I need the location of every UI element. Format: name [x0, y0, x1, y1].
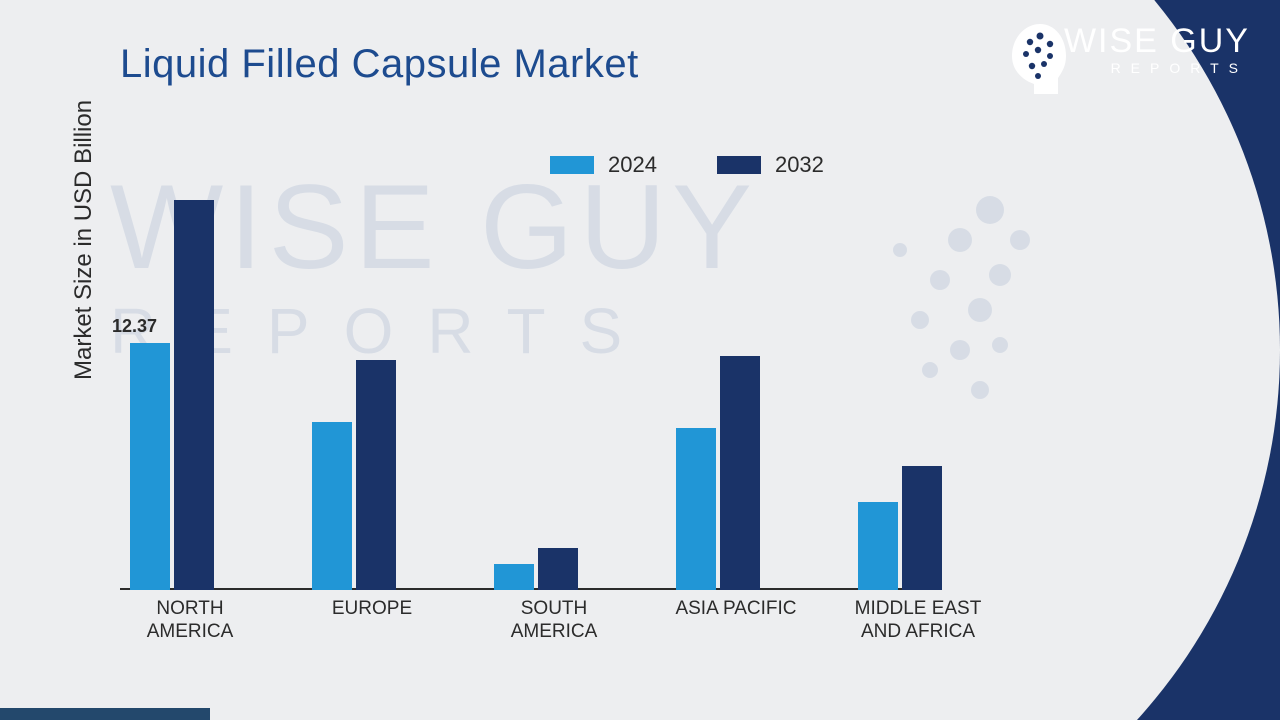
- legend-label-2032: 2032: [775, 152, 824, 178]
- brand-head-icon: [1000, 22, 1070, 100]
- brand-main: WISE GUY: [1064, 24, 1250, 58]
- bar: [676, 428, 716, 590]
- legend-label-2024: 2024: [608, 152, 657, 178]
- legend-item-2024: 2024: [550, 152, 657, 178]
- category-label: ASIA PACIFIC: [666, 598, 806, 621]
- bar: [312, 422, 352, 590]
- category-label: NORTH AMERICA: [120, 598, 260, 644]
- y-axis-label: Market Size in USD Billion: [70, 100, 98, 380]
- bar: [494, 564, 534, 590]
- bottom-accent-bar: [0, 708, 210, 720]
- bar-chart: 12.37NORTH AMERICAEUROPESOUTH AMERICAASI…: [120, 190, 940, 590]
- category-label: MIDDLE EAST AND AFRICA: [848, 598, 988, 644]
- brand-sub: REPORTS: [1064, 60, 1250, 76]
- legend: 2024 2032: [550, 152, 824, 178]
- legend-swatch-2032: [717, 156, 761, 174]
- bar: [720, 356, 760, 590]
- bar: [174, 200, 214, 590]
- bar: [902, 466, 942, 590]
- brand-logo: WISE GUY REPORTS: [1064, 24, 1250, 76]
- category-label: SOUTH AMERICA: [484, 598, 624, 644]
- bar: [858, 502, 898, 590]
- bar: [538, 548, 578, 590]
- bar: [130, 343, 170, 590]
- bar: [356, 360, 396, 590]
- bar-value-label: 12.37: [112, 316, 157, 337]
- category-label: EUROPE: [302, 598, 442, 621]
- chart-title: Liquid Filled Capsule Market: [120, 42, 639, 87]
- legend-swatch-2024: [550, 156, 594, 174]
- chart-stage: WISE GUY REPORTS Liquid Filled Capsule M…: [0, 0, 1280, 720]
- legend-item-2032: 2032: [717, 152, 824, 178]
